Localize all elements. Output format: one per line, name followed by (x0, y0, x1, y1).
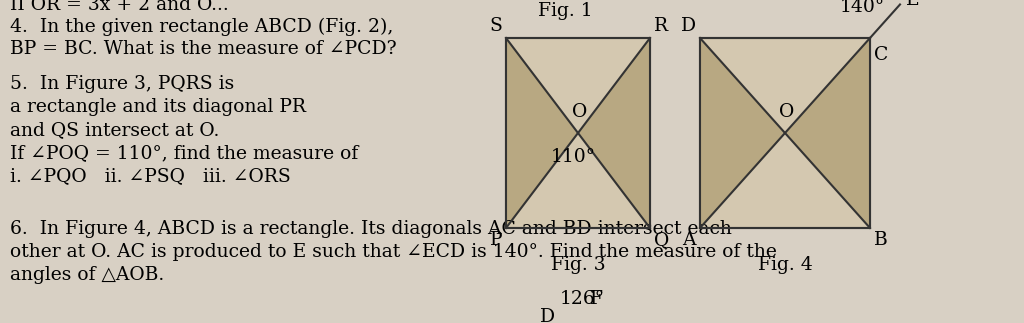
Text: 110°: 110° (551, 148, 596, 166)
Text: i. ∠PQO   ii. ∠PSQ   iii. ∠ORS: i. ∠PQO ii. ∠PSQ iii. ∠ORS (10, 167, 291, 185)
Text: 140°: 140° (840, 0, 885, 16)
Bar (506, 38, 650, 228)
Text: D: D (540, 308, 555, 323)
Text: P: P (489, 231, 502, 249)
Text: 4.  In the given rectangle ABCD (Fig. 2),: 4. In the given rectangle ABCD (Fig. 2), (10, 18, 393, 36)
Bar (700, 38, 870, 228)
Polygon shape (578, 38, 650, 228)
Text: B: B (874, 231, 888, 249)
Text: a rectangle and its diagonal PR: a rectangle and its diagonal PR (10, 98, 306, 116)
Text: R: R (654, 17, 668, 35)
Text: If ∠POQ = 110°, find the measure of: If ∠POQ = 110°, find the measure of (10, 144, 358, 162)
Text: 5.  In Figure 3, PQRS is: 5. In Figure 3, PQRS is (10, 75, 234, 93)
Text: other at O. AC is produced to E such that ∠ECD is 140°. Find the measure of the: other at O. AC is produced to E such tha… (10, 243, 777, 261)
Text: and QS intersect at O.: and QS intersect at O. (10, 121, 219, 139)
Text: Q: Q (654, 231, 670, 249)
Text: II OR = 3x + 2 and O...: II OR = 3x + 2 and O... (10, 0, 228, 14)
Text: Fig. 3: Fig. 3 (551, 256, 605, 274)
Text: Fig. 1: Fig. 1 (538, 2, 592, 20)
Text: O: O (779, 103, 795, 121)
Text: A: A (683, 231, 696, 249)
Text: angles of △AOB.: angles of △AOB. (10, 266, 164, 284)
Bar (506, 38, 650, 228)
Text: 126°: 126° (560, 290, 605, 308)
Text: C: C (874, 46, 889, 64)
Polygon shape (506, 38, 578, 228)
Polygon shape (785, 38, 870, 228)
Text: D: D (681, 17, 696, 35)
Text: 6.  In Figure 4, ABCD is a rectangle. Its diagonals AC and BD intersect each: 6. In Figure 4, ABCD is a rectangle. Its… (10, 220, 732, 238)
Text: E: E (906, 0, 920, 9)
Text: F: F (590, 290, 603, 308)
Bar (700, 38, 870, 228)
Text: Fig. 4: Fig. 4 (758, 256, 812, 274)
Text: O: O (572, 103, 588, 121)
Text: S: S (489, 17, 502, 35)
Text: BP = BC. What is the measure of ∠PCD?: BP = BC. What is the measure of ∠PCD? (10, 40, 396, 58)
Polygon shape (700, 38, 785, 228)
